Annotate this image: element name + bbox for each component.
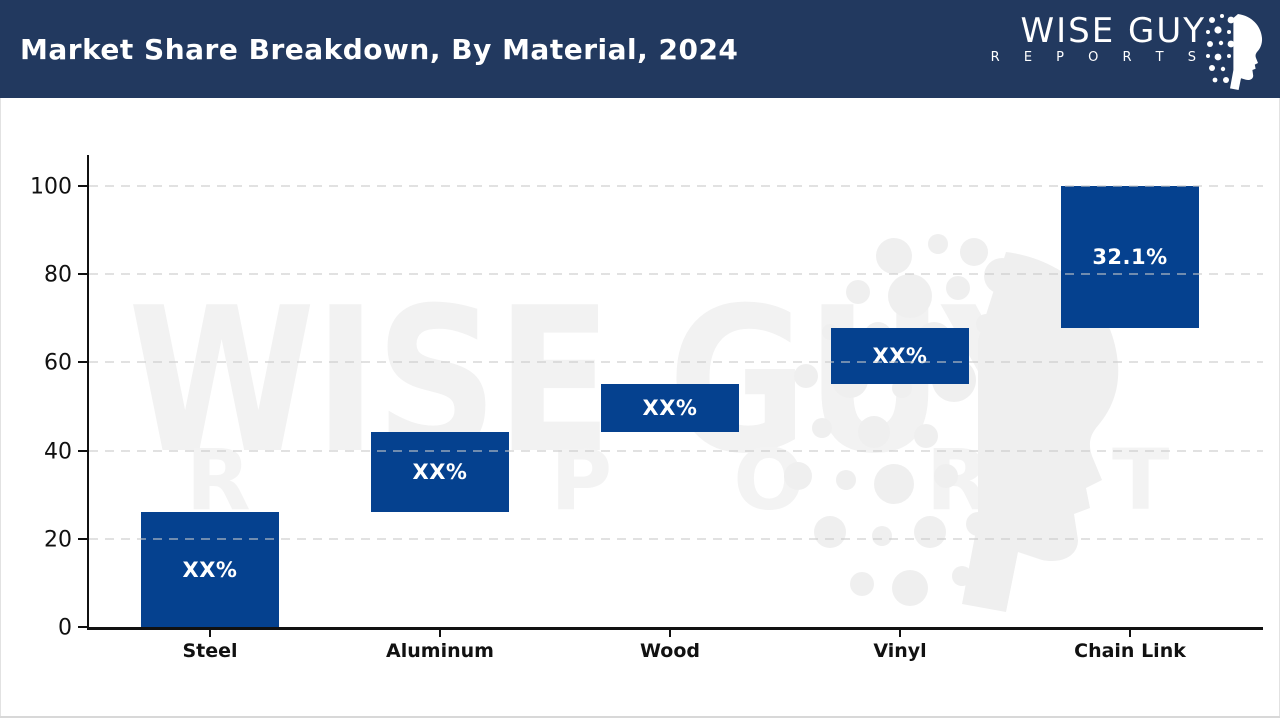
gridline-80 xyxy=(89,273,1263,276)
bar-vinyl: XX% xyxy=(831,327,969,384)
y-tick-label: 20 xyxy=(44,527,72,553)
x-category-label-wood: Wood xyxy=(640,640,700,662)
x-category-label-chain-link: Chain Link xyxy=(1074,640,1186,662)
y-tick-label: 0 xyxy=(58,615,72,641)
logo-reports-label: R E P O R T S xyxy=(990,49,1206,65)
x-category-label-aluminum: Aluminum xyxy=(386,640,494,662)
y-tick-mark xyxy=(78,449,87,452)
logo-text: WISE GUY R E P O R T S xyxy=(990,11,1206,65)
x-tick-mark xyxy=(209,629,211,637)
bar-chain-link: 32.1% xyxy=(1061,186,1199,328)
watermark-dot-head-icon xyxy=(784,234,1119,612)
y-axis-spine xyxy=(87,155,89,629)
bar-value-label: 32.1% xyxy=(1092,244,1168,269)
y-tick-mark xyxy=(78,185,87,187)
bar-value-label: XX% xyxy=(412,460,468,485)
x-axis-spine xyxy=(87,627,1263,630)
gridline-100 xyxy=(89,185,1263,187)
y-tick-label: 60 xyxy=(44,350,72,376)
y-tick-label: 80 xyxy=(44,262,72,288)
page-left-border xyxy=(0,98,1,718)
logo-dot-head-icon xyxy=(1206,14,1263,90)
y-tick-mark xyxy=(78,273,87,276)
y-tick-label: 40 xyxy=(44,439,72,465)
x-tick-mark xyxy=(899,629,901,637)
bar-value-label: XX% xyxy=(182,557,238,582)
y-tick-label: 100 xyxy=(30,174,72,200)
page-title: Market Share Breakdown, By Material, 202… xyxy=(20,32,739,66)
y-tick-mark xyxy=(78,361,87,364)
x-tick-mark xyxy=(1129,629,1131,637)
bar-value-label: XX% xyxy=(872,343,928,368)
x-tick-mark xyxy=(669,629,671,637)
gridline-60 xyxy=(89,361,1263,364)
page-bottom-rule xyxy=(0,716,1280,718)
bar-steel: XX% xyxy=(141,512,279,627)
x-tick-mark xyxy=(439,629,441,637)
gridline-40 xyxy=(89,449,1263,452)
bar-wood: XX% xyxy=(601,383,739,433)
logo-wiseguy-label: WISE GUY xyxy=(1020,11,1206,51)
bar-aluminum: XX% xyxy=(371,432,509,513)
y-tick-mark xyxy=(78,537,87,540)
x-category-label-vinyl: Vinyl xyxy=(873,640,927,662)
report-header: Market Share Breakdown, By Material, 202… xyxy=(0,0,1280,98)
y-tick-mark xyxy=(78,626,87,628)
bar-value-label: XX% xyxy=(642,395,698,420)
gridline-20 xyxy=(89,537,1263,540)
x-category-label-steel: Steel xyxy=(182,640,238,662)
wise-guy-reports-logo: WISE GUY R E P O R T S xyxy=(991,8,1264,92)
